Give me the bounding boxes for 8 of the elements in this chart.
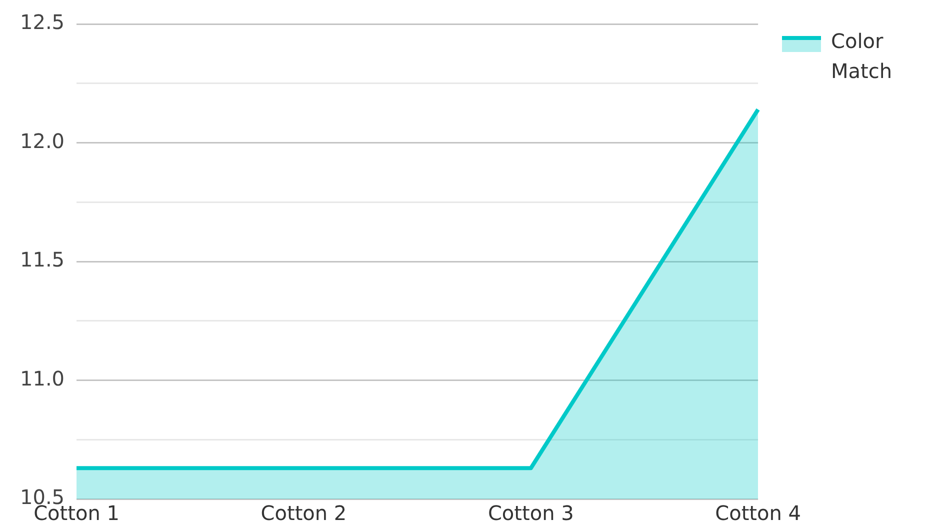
x-tick-label: Cotton 3 — [488, 501, 574, 526]
x-tick-label: Cotton 4 — [715, 501, 802, 526]
y-tick-label: 11.0 — [20, 366, 65, 390]
legend-label: Color Match — [831, 28, 892, 85]
y-tick-label: 11.5 — [20, 248, 65, 272]
y-tick-label: 12.5 — [20, 10, 65, 34]
y-tick-label: 12.0 — [20, 128, 65, 153]
x-tick-label: Cotton 2 — [260, 501, 347, 526]
